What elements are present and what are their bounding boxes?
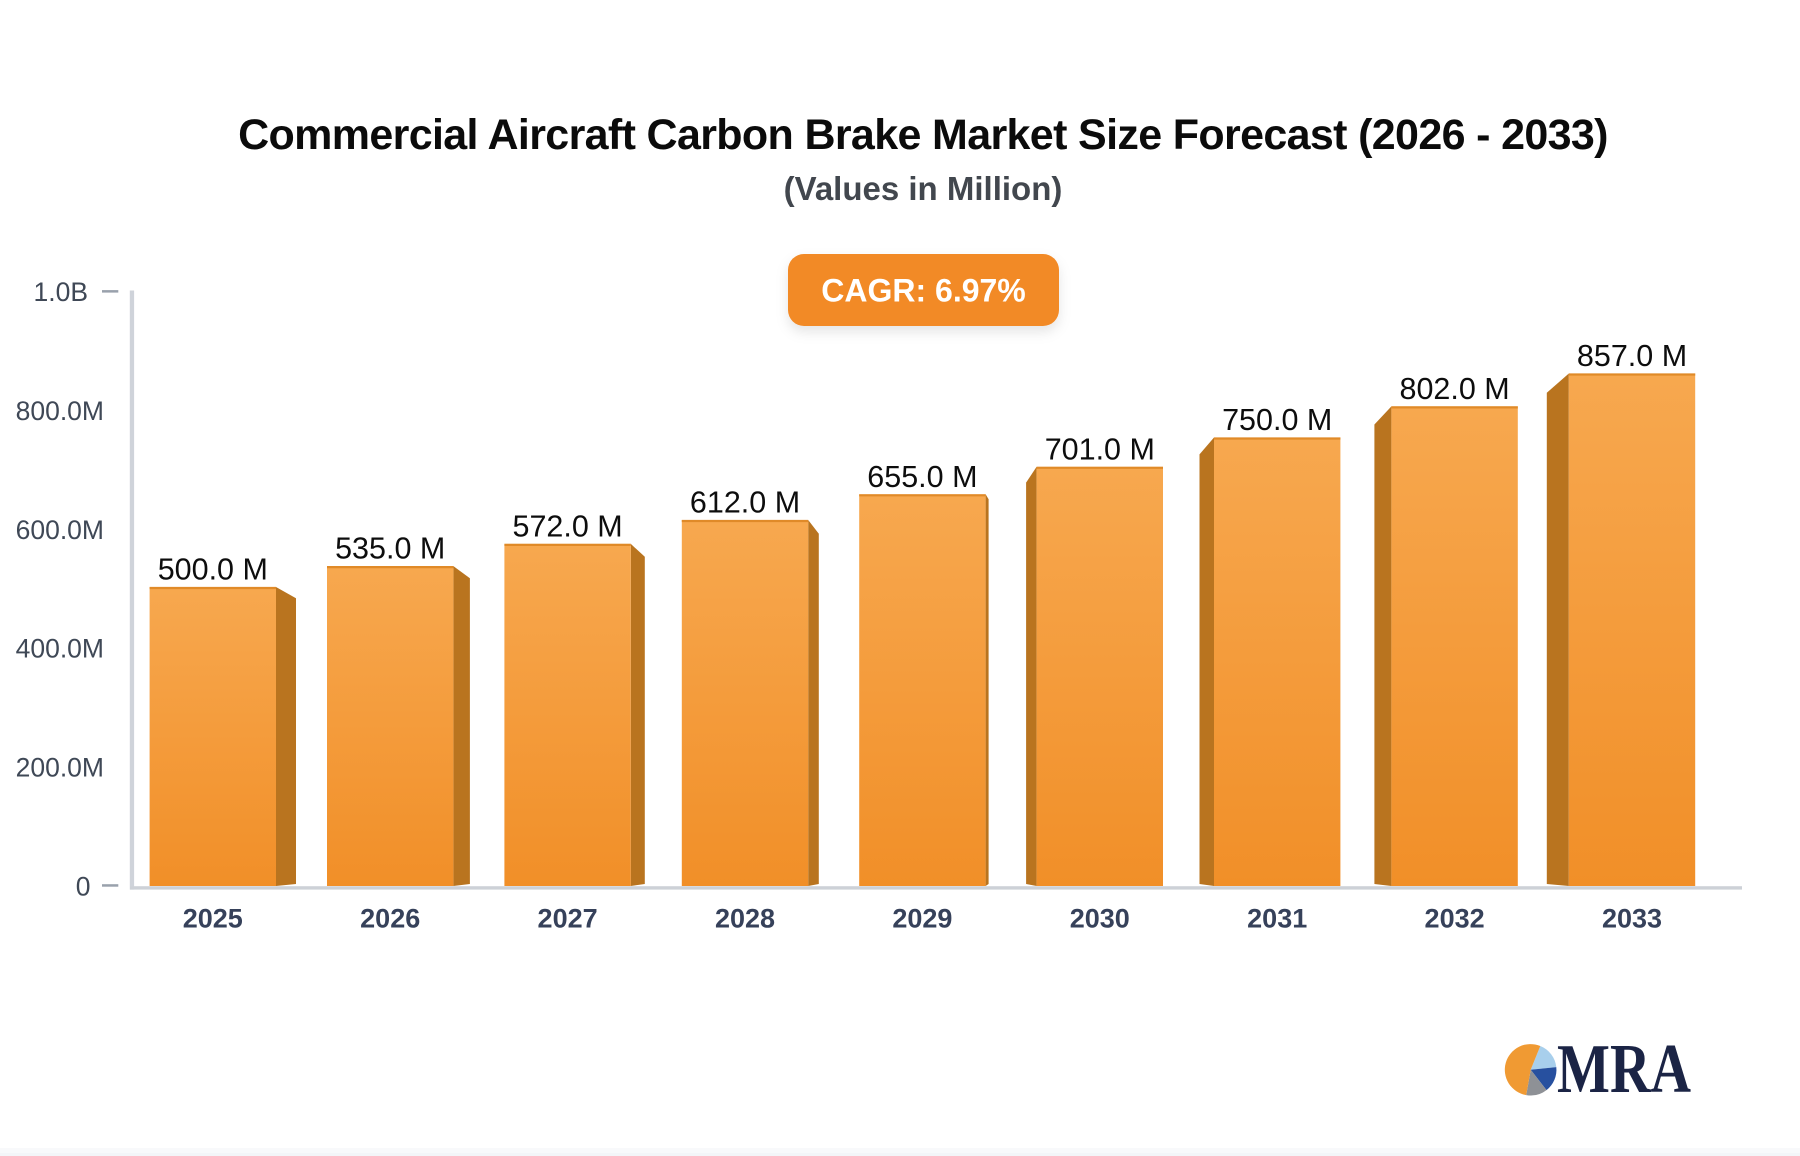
svg-text:2032: 2032 <box>1425 904 1485 934</box>
svg-text:CAGR: 6.97%: CAGR: 6.97% <box>821 273 1026 309</box>
svg-text:Commercial Aircraft Carbon Bra: Commercial Aircraft Carbon Brake Market … <box>238 111 1608 159</box>
svg-text:400.0M: 400.0M <box>16 634 104 664</box>
svg-text:2028: 2028 <box>715 904 775 934</box>
svg-text:0: 0 <box>76 872 91 902</box>
svg-text:2033: 2033 <box>1602 904 1662 934</box>
svg-text:750.0 M: 750.0 M <box>1222 403 1332 437</box>
svg-text:500.0 M: 500.0 M <box>158 553 268 587</box>
svg-text:2026: 2026 <box>360 904 420 934</box>
svg-text:2029: 2029 <box>892 904 952 934</box>
svg-text:612.0 M: 612.0 M <box>690 486 800 520</box>
svg-text:200.0M: 200.0M <box>16 753 104 783</box>
svg-text:535.0 M: 535.0 M <box>335 532 445 566</box>
svg-text:MRA: MRA <box>1557 1031 1691 1108</box>
svg-text:2027: 2027 <box>538 904 598 934</box>
svg-text:2030: 2030 <box>1070 904 1130 934</box>
svg-text:572.0 M: 572.0 M <box>512 509 622 543</box>
svg-text:2025: 2025 <box>183 904 243 934</box>
svg-text:(Values in Million): (Values in Million) <box>784 170 1063 207</box>
svg-text:800.0M: 800.0M <box>16 396 104 426</box>
svg-text:655.0 M: 655.0 M <box>867 460 977 494</box>
svg-text:701.0 M: 701.0 M <box>1045 432 1155 466</box>
svg-text:1.0B: 1.0B <box>33 277 88 307</box>
svg-text:857.0 M: 857.0 M <box>1577 339 1687 373</box>
svg-text:600.0M: 600.0M <box>16 515 104 545</box>
svg-text:2031: 2031 <box>1247 904 1307 934</box>
svg-text:802.0 M: 802.0 M <box>1399 372 1509 406</box>
